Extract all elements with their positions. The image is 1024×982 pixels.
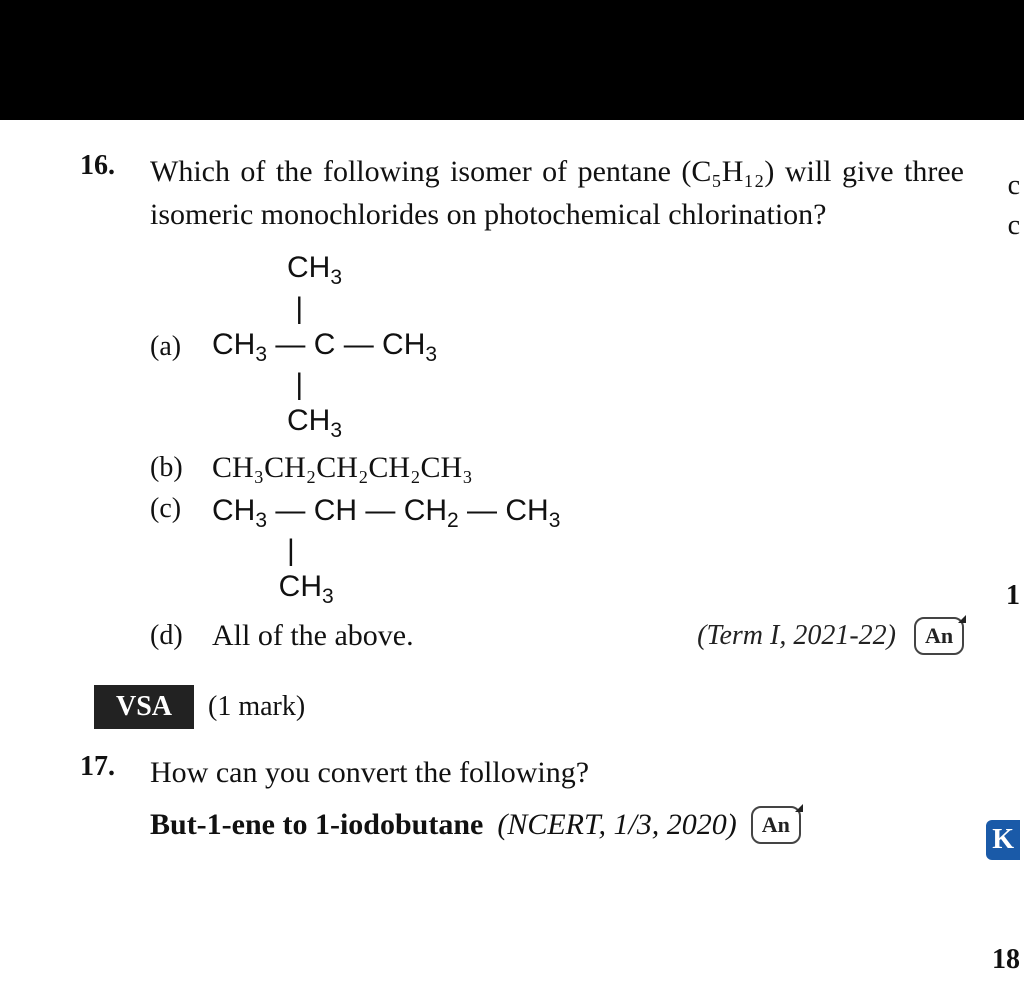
question-17: 17. How can you convert the following? B… <box>80 751 964 846</box>
q17-sub: But-1-ene to 1-iodobutane (NCERT, 1/3, 2… <box>150 803 964 847</box>
edge-fragment-2: c <box>1008 210 1020 242</box>
option-a-label: (a) <box>150 331 194 363</box>
option-a: (a) CH3 | CH3 — C — CH3 | CH3 <box>150 250 964 443</box>
q16-text: Which of the following isomer of pentane… <box>150 150 964 236</box>
option-c: (c) CH3 — CH — CH2 — CH3 | CH3 <box>150 493 964 609</box>
q17-header: 17. How can you convert the following? <box>80 751 964 795</box>
option-c-structure: CH3 — CH — CH2 — CH3 | CH3 <box>212 493 560 609</box>
option-a-structure: CH3 | CH3 — C — CH3 | CH3 <box>212 250 437 443</box>
option-b-formula: CH₃CH₂CH₂CH₂CH₃ <box>212 451 473 485</box>
option-d: (d) All of the above. (Term I, 2021-22) … <box>150 617 964 655</box>
page-content: 16. Which of the following isomer of pen… <box>0 120 1024 982</box>
option-b-label: (b) <box>150 452 194 484</box>
an-badge-2: An <box>751 806 801 844</box>
q16-number: 16. <box>80 150 134 182</box>
option-d-text: All of the above. <box>212 619 414 653</box>
vsa-label: VSA <box>94 685 194 729</box>
header-notch <box>100 0 920 120</box>
vsa-row: VSA (1 mark) <box>94 685 964 729</box>
q16-meta: (Term I, 2021-22) <box>697 620 896 652</box>
an-badge: An <box>914 617 964 655</box>
option-b: (b) CH₃CH₂CH₂CH₂CH₃ <box>150 451 964 485</box>
option-d-label: (d) <box>150 620 194 652</box>
q16-options: (a) CH3 | CH3 — C — CH3 | CH3 (b) CH₃CH₂… <box>150 250 964 655</box>
edge-fragment-k: K <box>986 820 1020 860</box>
q16-header: 16. Which of the following isomer of pen… <box>80 150 964 236</box>
edge-fragment-1: c <box>1008 170 1020 202</box>
question-16: 16. Which of the following isomer of pen… <box>80 150 964 655</box>
q17-meta: (NCERT, 1/3, 2020) <box>497 803 736 847</box>
option-c-label: (c) <box>150 493 194 525</box>
q17-subtext: But-1-ene to 1-iodobutane <box>150 803 483 847</box>
edge-fragment-3: 1 <box>1006 580 1020 612</box>
q17-text: How can you convert the following? <box>150 751 589 795</box>
vsa-marks: (1 mark) <box>208 691 305 723</box>
q17-number: 17. <box>80 751 134 783</box>
edge-fragment-18: 18 <box>992 944 1020 976</box>
